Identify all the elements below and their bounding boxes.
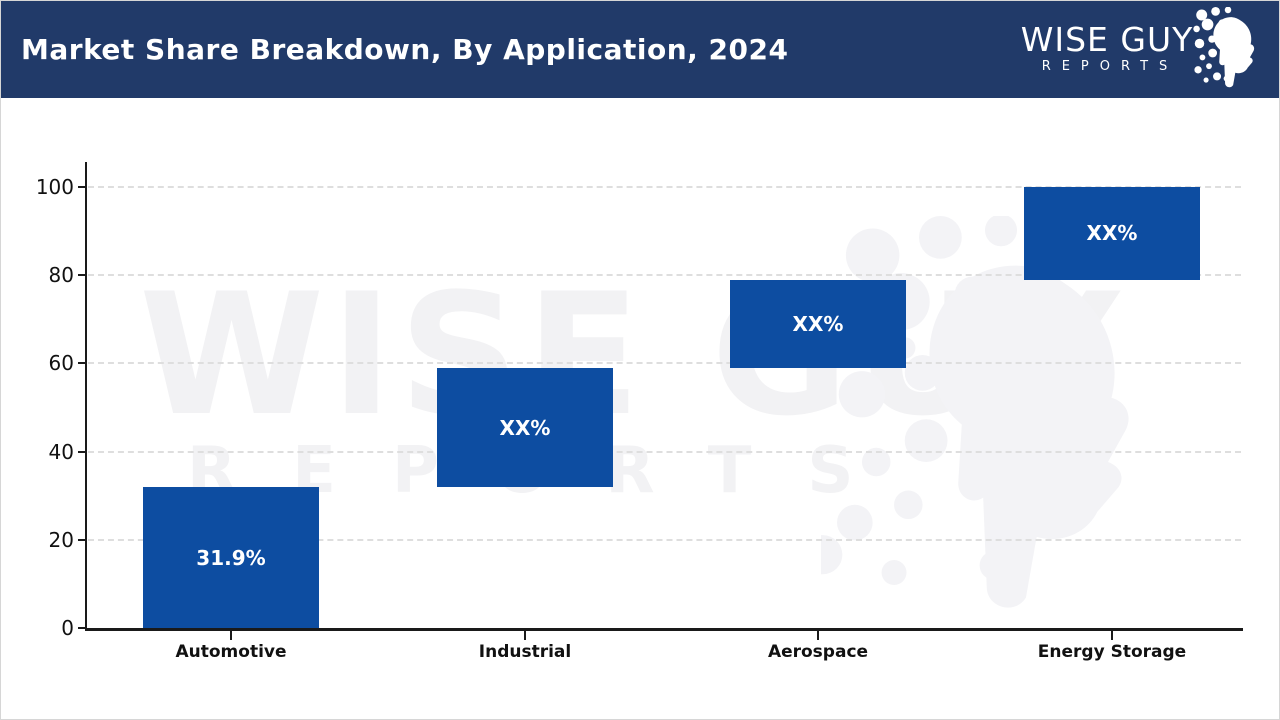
- y-axis-tick: [78, 362, 86, 365]
- x-axis-tick: [524, 631, 526, 640]
- header-bar: Market Share Breakdown, By Application, …: [1, 1, 1279, 98]
- y-axis-tick-label: 80: [48, 263, 74, 288]
- y-axis-tick: [78, 274, 86, 277]
- bar-aerospace: XX%: [730, 279, 906, 368]
- bar-value-label: XX%: [499, 415, 551, 440]
- bar-energy-storage: XX%: [1024, 187, 1200, 280]
- logo-text: WISE GUY REPORTS: [1017, 23, 1197, 74]
- y-axis-tick-label: 100: [35, 175, 74, 199]
- y-axis-tick: [78, 450, 86, 453]
- x-category-label: Energy Storage: [1037, 642, 1187, 662]
- bar-industrial: XX%: [437, 367, 613, 488]
- y-axis-tick: [78, 627, 86, 629]
- gridline: [88, 362, 1241, 365]
- x-category-label: Industrial: [478, 642, 572, 662]
- gridline: [88, 186, 1241, 188]
- y-axis-tick-label: 20: [48, 527, 74, 552]
- logo-wiseguy-label: WISE GUY: [1020, 20, 1194, 59]
- gridline: [88, 450, 1241, 453]
- x-axis-line: [85, 628, 1243, 631]
- x-category-label: Automotive: [175, 642, 287, 662]
- y-axis-line: [85, 162, 87, 630]
- x-axis-tick: [817, 631, 819, 640]
- y-axis-tick-label: 0: [61, 616, 74, 640]
- logo-reports-label: REPORTS: [1041, 59, 1179, 74]
- bar-automotive: 31.9%: [143, 487, 319, 628]
- y-axis-tick: [78, 186, 86, 188]
- wise-guy-reports-logo: WISE GUY REPORTS: [1017, 5, 1267, 95]
- bar-value-label: 31.9%: [196, 545, 266, 570]
- bar-value-label: XX%: [792, 311, 844, 336]
- x-axis-tick: [230, 631, 232, 640]
- x-category-label: Aerospace: [767, 642, 869, 662]
- gridline: [88, 538, 1241, 541]
- y-axis-tick-label: 40: [48, 439, 74, 464]
- page-title: Market Share Breakdown, By Application, …: [21, 33, 789, 66]
- gridline: [88, 274, 1241, 277]
- logo-face-icon: [1193, 7, 1255, 88]
- y-axis-tick: [78, 538, 86, 541]
- x-axis-tick: [1111, 631, 1113, 640]
- bar-value-label: XX%: [1086, 221, 1138, 246]
- y-axis-tick-label: 60: [48, 351, 74, 376]
